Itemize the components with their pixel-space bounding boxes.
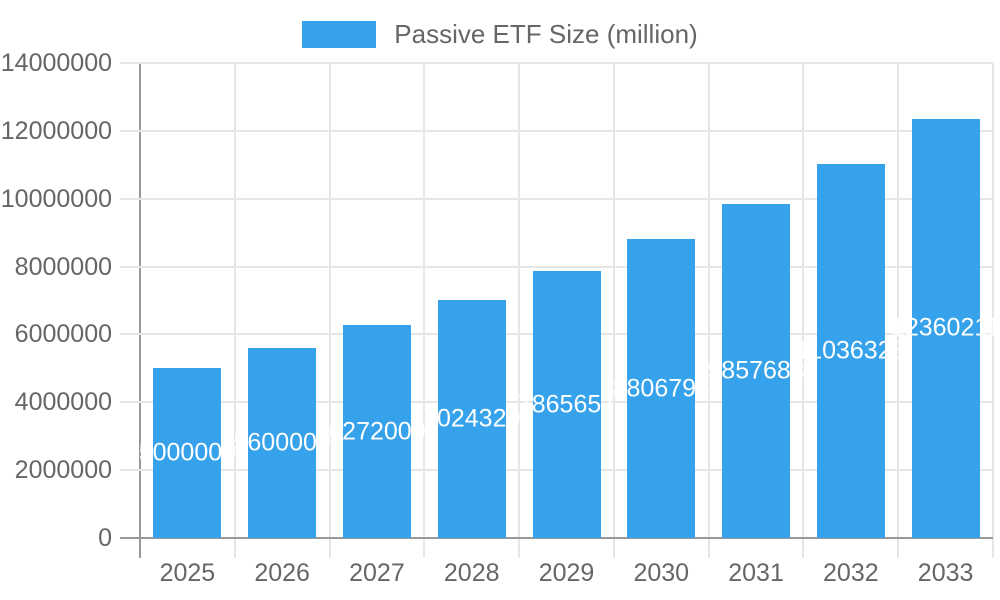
bar[interactable] xyxy=(153,368,222,538)
x-tick-label: 2032 xyxy=(823,559,879,587)
bar-value-label: 7865657 xyxy=(517,390,616,419)
v-gridline xyxy=(802,63,805,558)
y-tick-label: 12000000 xyxy=(0,116,112,145)
bar[interactable] xyxy=(532,271,601,538)
y-axis-line xyxy=(139,63,141,558)
legend[interactable]: Passive ETF Size (million) xyxy=(0,21,1000,48)
y-tick-label: 4000000 xyxy=(14,388,112,417)
x-axis-line xyxy=(120,537,993,539)
v-gridline xyxy=(992,63,994,558)
bar[interactable] xyxy=(437,299,506,538)
legend-label: Passive ETF Size (million) xyxy=(394,19,698,49)
bar[interactable] xyxy=(342,325,411,538)
bar-value-label: 5600000 xyxy=(233,428,331,457)
v-gridline xyxy=(518,63,521,558)
bar-value-label: 8806793 xyxy=(612,374,710,403)
y-tick-label: 2000000 xyxy=(14,456,112,485)
y-tick-label: 10000000 xyxy=(0,184,112,213)
y-tick-label: 8000000 xyxy=(14,252,112,281)
y-tick-label: 0 xyxy=(98,524,112,552)
y-tick-label: 14000000 xyxy=(0,49,112,77)
x-tick-label: 2027 xyxy=(349,559,405,587)
bar-value-label: 5000000 xyxy=(138,438,237,467)
v-gridline xyxy=(897,63,900,558)
x-tick-label: 2033 xyxy=(917,559,974,587)
x-tick-label: 2031 xyxy=(728,559,784,587)
bar-value-label: 12360211 xyxy=(890,313,1000,342)
h-gridline xyxy=(120,265,993,268)
bar-value-label: 7024320 xyxy=(423,404,521,433)
x-tick-label: 2025 xyxy=(159,559,216,587)
bar[interactable] xyxy=(911,118,980,538)
h-gridline xyxy=(120,197,993,200)
x-tick-label: 2028 xyxy=(443,559,500,587)
x-tick-label: 2030 xyxy=(633,559,690,587)
h-gridline xyxy=(120,62,993,64)
x-tick-label: 2026 xyxy=(254,559,310,587)
h-gridline xyxy=(120,129,993,132)
bar-value-label: 6272000 xyxy=(328,417,426,446)
v-gridline xyxy=(612,63,615,558)
v-gridline xyxy=(707,63,710,558)
y-tick-label: 6000000 xyxy=(14,320,112,349)
bar[interactable] xyxy=(722,203,791,538)
v-gridline xyxy=(328,63,331,558)
bar[interactable] xyxy=(816,163,885,538)
bar-value-label: 11036328 xyxy=(796,336,906,365)
v-gridline xyxy=(233,63,236,558)
legend-swatch xyxy=(302,21,377,48)
v-gridline xyxy=(423,63,426,558)
bar-value-label: 9857688 xyxy=(707,356,805,385)
bar[interactable] xyxy=(627,239,696,538)
x-tick-label: 2029 xyxy=(538,559,595,587)
bar[interactable] xyxy=(248,348,317,538)
